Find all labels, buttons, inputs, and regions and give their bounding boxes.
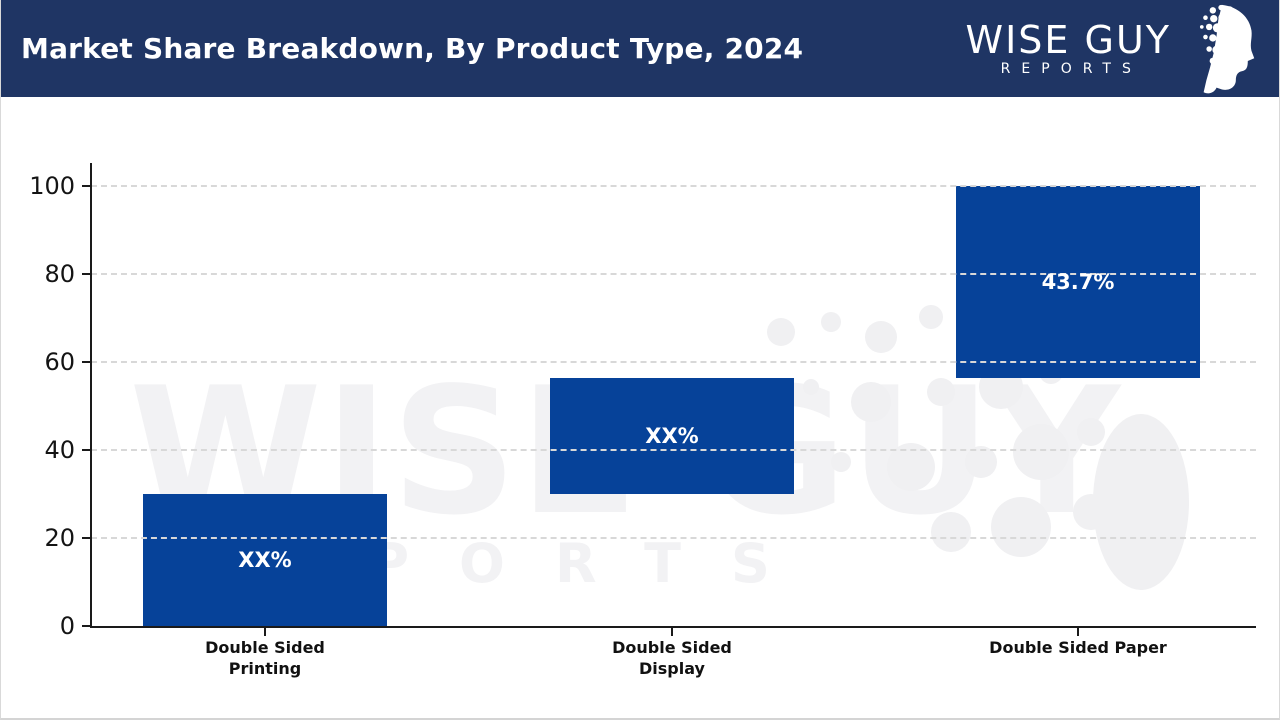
- gridline-20: [91, 537, 1256, 539]
- x-tick-mark-2: [671, 628, 673, 636]
- x-tick-mark-3: [1077, 628, 1079, 636]
- category-label-line: Display: [639, 659, 705, 678]
- category-label-line: Printing: [228, 659, 302, 678]
- header-band: Market Share Breakdown, By Product Type,…: [1, 0, 1279, 97]
- x-tick-mark-1: [264, 628, 266, 636]
- page-title: Market Share Breakdown, By Product Type,…: [21, 32, 804, 65]
- bar-1: [143, 494, 387, 626]
- logo-reports-label: REPORTS: [1000, 61, 1142, 77]
- logo-wise-guy-label: WISE GUY: [965, 18, 1171, 62]
- y-axis-line: [90, 163, 92, 628]
- category-label-line: Double Sided: [612, 638, 732, 657]
- bar-value-label-3: 43.7%: [1041, 270, 1115, 295]
- bar-2: [550, 378, 794, 494]
- y-tick-mark-80: [82, 273, 90, 275]
- gridline-60: [91, 361, 1256, 363]
- y-tick-mark-40: [82, 449, 90, 451]
- bar-value-label-1: XX%: [238, 548, 292, 572]
- category-label-line: Double Sided Paper: [989, 638, 1167, 657]
- category-label-line: Double Sided: [205, 638, 325, 657]
- category-label-2: Double Sided Display: [478, 637, 866, 679]
- bar-3: [956, 186, 1200, 379]
- x-axis-line: [90, 626, 1256, 628]
- category-label-1: Double Sided Printing: [71, 637, 459, 679]
- y-tick-label-20: 20: [44, 524, 75, 552]
- y-tick-mark-60: [82, 361, 90, 363]
- y-tick-label-60: 60: [44, 348, 75, 376]
- gridline-80: [91, 273, 1256, 275]
- y-tick-label-100: 100: [29, 172, 75, 200]
- y-tick-label-40: 40: [44, 436, 75, 464]
- gridline-40: [91, 449, 1256, 451]
- category-label-3: Double Sided Paper: [884, 637, 1272, 658]
- y-tick-label-80: 80: [44, 260, 75, 288]
- dotted-face-icon: [1199, 4, 1255, 93]
- y-tick-mark-20: [82, 537, 90, 539]
- wiseguy-logo-text: WISE GUY REPORTS: [966, 21, 1171, 76]
- wiseguy-logo: WISE GUY REPORTS: [966, 3, 1257, 95]
- y-tick-mark-100: [82, 185, 90, 187]
- y-tick-label-0: 0: [59, 612, 75, 640]
- y-tick-mark-0: [82, 625, 90, 627]
- gridline-100: [91, 185, 1256, 187]
- bar-value-label-2: XX%: [645, 424, 699, 449]
